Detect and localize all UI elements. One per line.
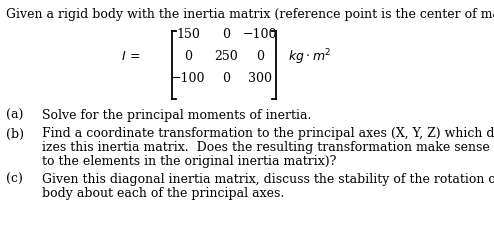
Text: to the elements in the original inertia matrix)?: to the elements in the original inertia … — [42, 154, 336, 168]
Text: −100: −100 — [171, 73, 205, 85]
Text: $I\,=$: $I\,=$ — [121, 50, 140, 64]
Text: body about each of the principal axes.: body about each of the principal axes. — [42, 186, 284, 200]
Text: −100: −100 — [243, 28, 277, 42]
Text: Given a rigid body with the inertia matrix (reference point is the center of mas: Given a rigid body with the inertia matr… — [6, 8, 494, 21]
Text: izes this inertia matrix.  Does the resulting transformation make sense (relate : izes this inertia matrix. Does the resul… — [42, 141, 494, 154]
Text: Given this diagonal inertia matrix, discuss the stability of the rotation of the: Given this diagonal inertia matrix, disc… — [42, 173, 494, 186]
Text: 0: 0 — [184, 50, 192, 64]
Text: 0: 0 — [256, 50, 264, 64]
Text: Find a coordinate transformation to the principal axes (X, Y, Z) which diagonal-: Find a coordinate transformation to the … — [42, 128, 494, 141]
Text: (b): (b) — [6, 128, 24, 141]
Text: (c): (c) — [6, 173, 23, 186]
Text: Solve for the principal moments of inertia.: Solve for the principal moments of inert… — [42, 109, 311, 122]
Text: 300: 300 — [248, 73, 272, 85]
Text: 0: 0 — [222, 28, 230, 42]
Text: $kg\cdot m^2$: $kg\cdot m^2$ — [288, 47, 331, 67]
Text: 250: 250 — [214, 50, 238, 64]
Text: (a): (a) — [6, 109, 23, 122]
Text: 150: 150 — [176, 28, 200, 42]
Text: 0: 0 — [222, 73, 230, 85]
